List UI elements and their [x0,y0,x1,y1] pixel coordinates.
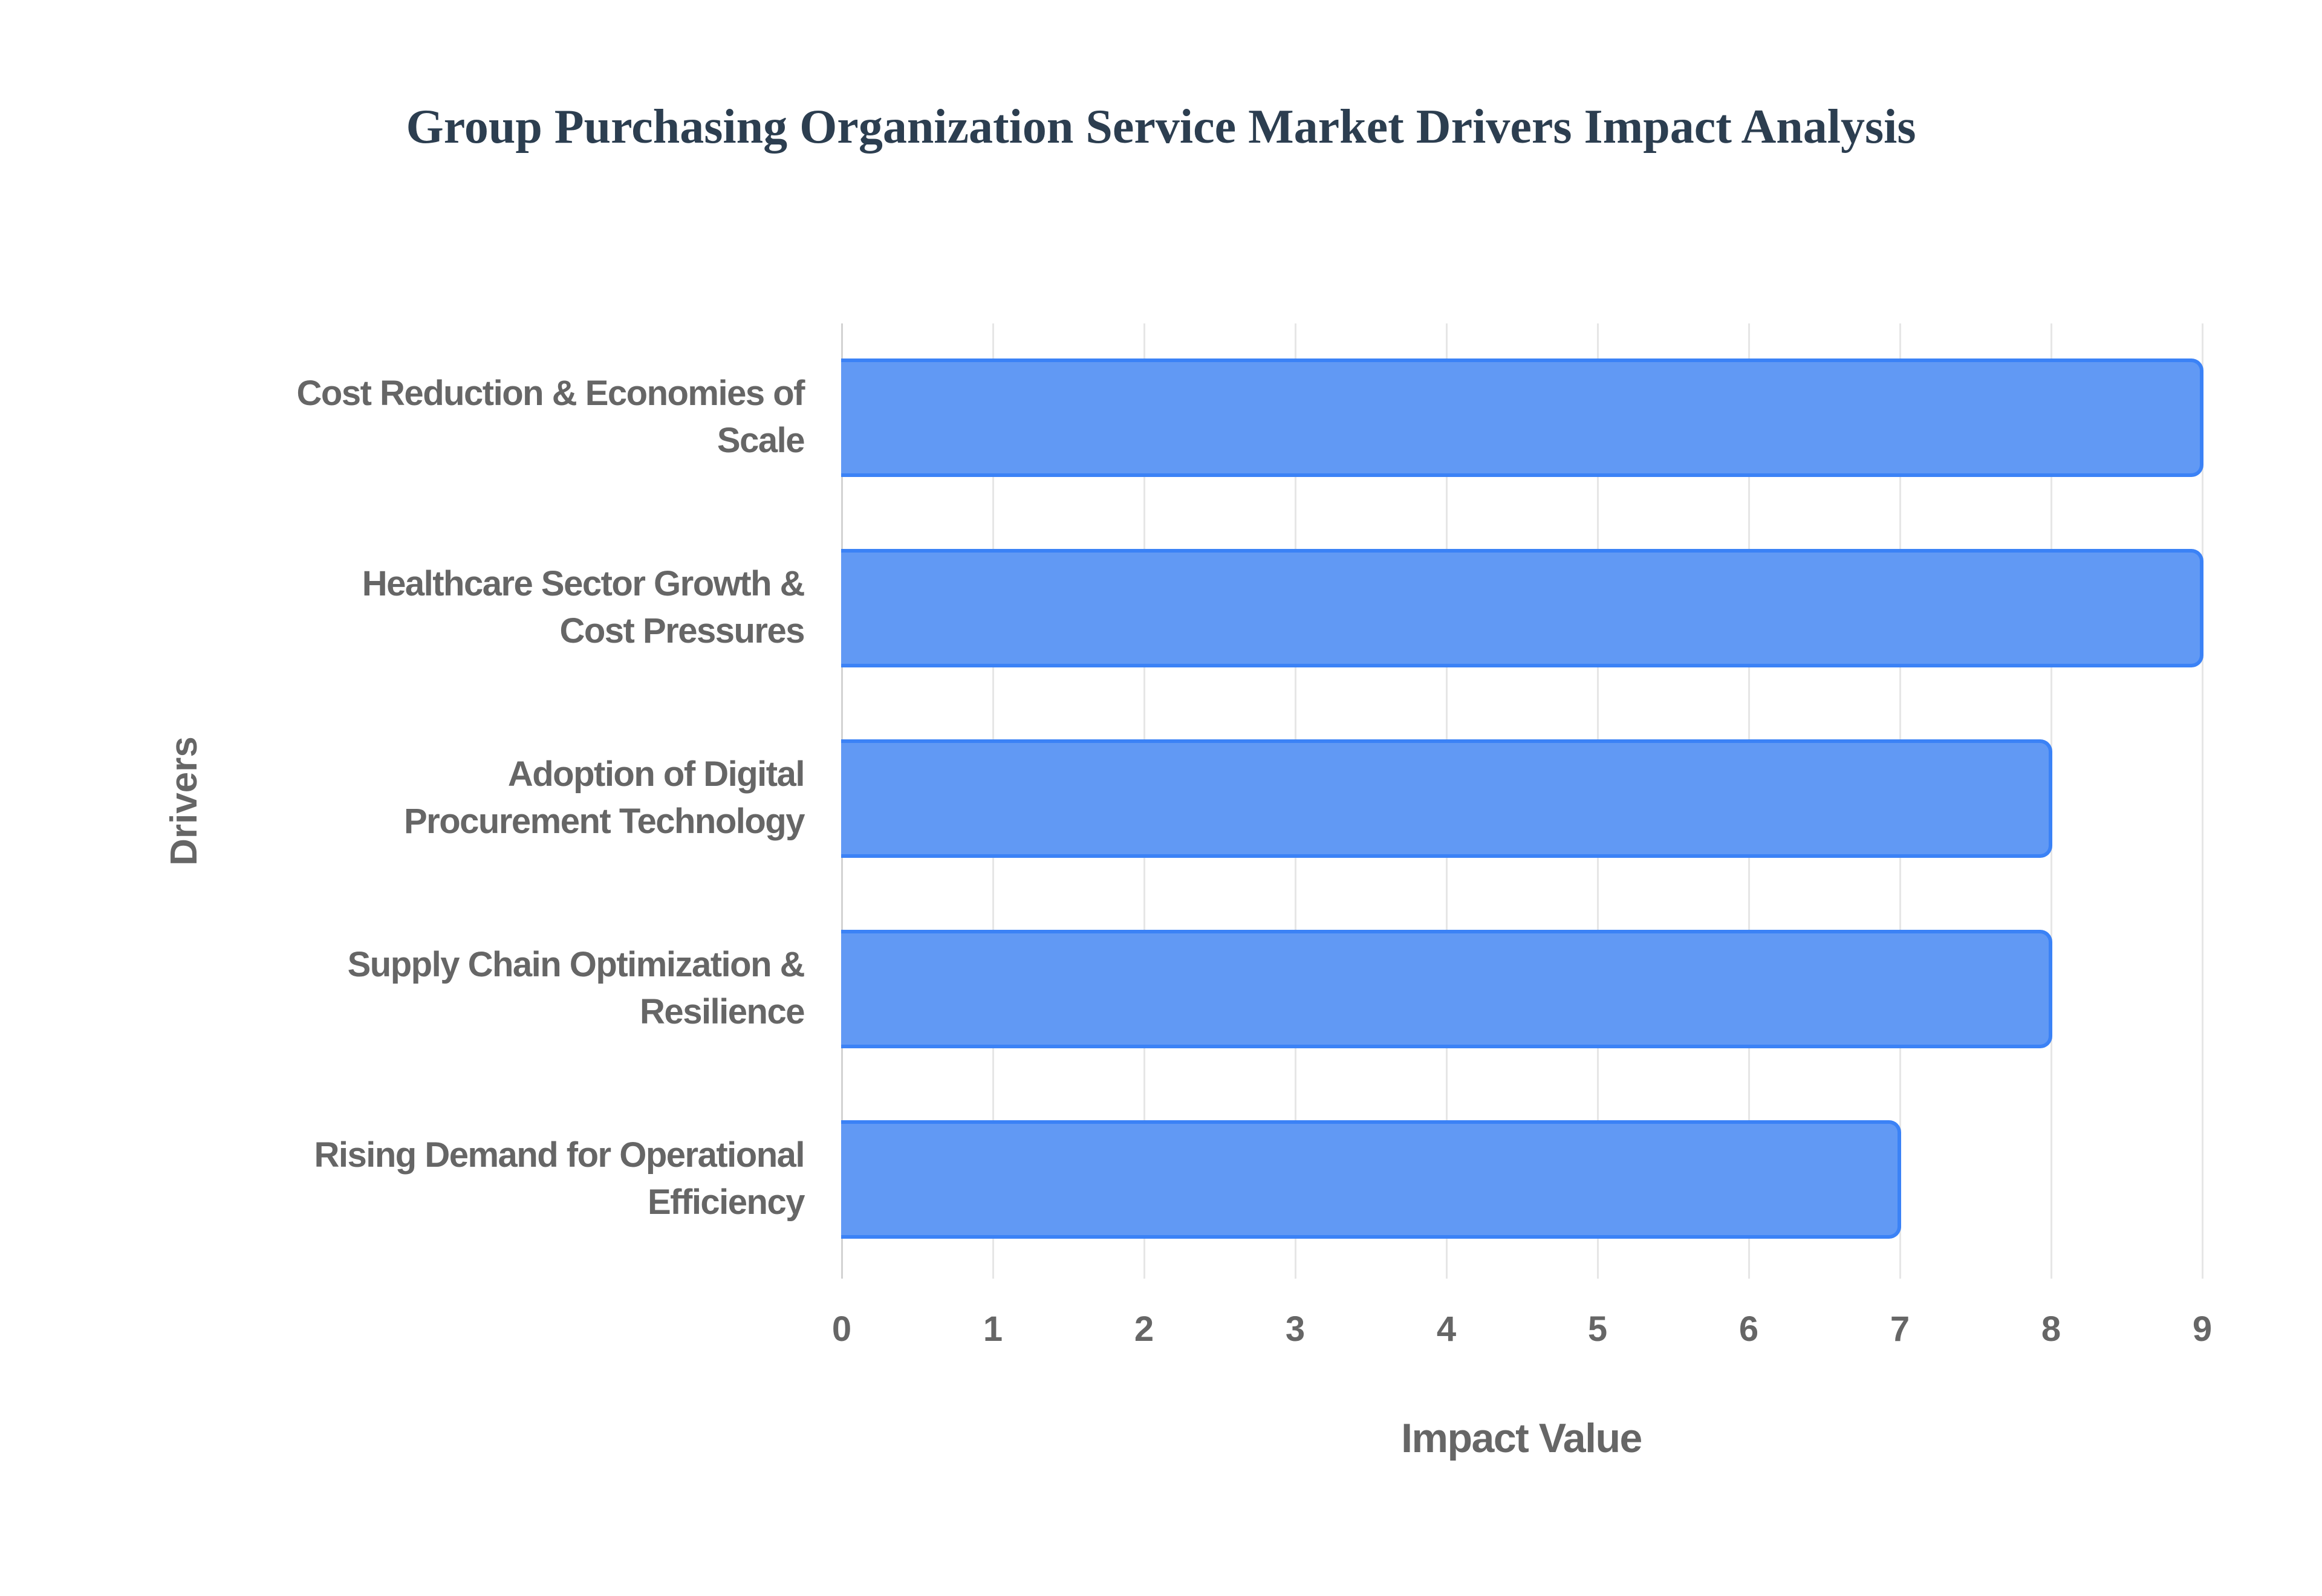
x-tick-label: 1 [983,1309,1003,1349]
x-tick-label: 6 [1738,1309,1759,1349]
category-label-line: Resilience [640,992,805,1031]
bar[interactable] [841,739,2052,858]
category-label-line: Adoption of Digital [507,754,805,794]
plot-area [841,323,2203,1279]
x-tick-label: 0 [831,1309,852,1349]
x-tick-label: 5 [1587,1309,1608,1349]
bar[interactable] [841,930,2052,1048]
x-tick-label: 2 [1134,1309,1154,1349]
category-label-line: Procurement Technology [403,802,805,841]
chart-title: Group Purchasing Organization Service Ma… [406,100,1916,154]
category-label: Supply Chain Optimization & Resilience [139,941,805,1036]
category-label: Adoption of Digital Procurement Technolo… [139,751,805,845]
x-tick-label: 7 [1890,1309,1910,1349]
category-label: Cost Reduction & Economies of Scale [139,370,805,464]
category-label-line: Supply Chain Optimization & [347,945,805,984]
category-label-line: Cost Pressures [559,611,805,650]
category-label: Rising Demand for Operational Efficiency [139,1132,805,1226]
category-label: Healthcare Sector Growth & Cost Pressure… [139,560,805,655]
category-label-line: Efficiency [648,1182,805,1222]
x-axis-title: Impact Value [1401,1415,1642,1461]
x-tick-label: 9 [2192,1309,2213,1349]
bar[interactable] [841,358,2203,477]
bar[interactable] [841,1120,1901,1239]
x-tick-label: 8 [2041,1309,2061,1349]
x-tick-label: 3 [1285,1309,1306,1349]
gridline-9 [2202,323,2203,1279]
category-label-line: Rising Demand for Operational [314,1135,805,1175]
bar[interactable] [841,549,2203,667]
category-label-line: Healthcare Sector Growth & [362,564,805,603]
x-tick-label: 4 [1436,1309,1457,1349]
category-label-line: Cost Reduction & Economies of [296,374,805,413]
category-label-line: Scale [717,421,805,460]
